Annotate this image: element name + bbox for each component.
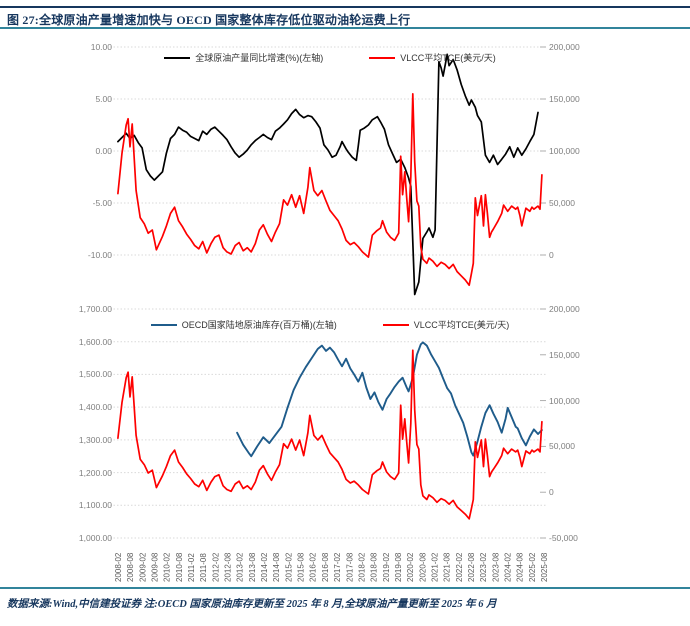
- inventory-line-swatch: [150, 323, 177, 326]
- x-axis-tick-label: 2021-08: [443, 552, 452, 582]
- bottom-chart-legend: OECD国家陆地原油库存(百万桶)(左轴) VLCC平均TCE(美元/天): [110, 318, 550, 331]
- x-axis-tick-label: 2019-08: [394, 552, 403, 582]
- right-axis-tick-label: 150,000: [549, 349, 580, 360]
- x-axis-tick-label: 2023-02: [479, 552, 488, 582]
- right-axis-tick-label: -50,000: [549, 533, 578, 543]
- x-axis-tick-label: 2010-08: [175, 552, 184, 582]
- x-axis-tick-label: 2016-02: [309, 552, 318, 582]
- production-line-swatch: [164, 56, 191, 59]
- left-axis-tick-label: 1,200.00: [78, 467, 112, 478]
- x-axis-tick-label: 2024-08: [516, 552, 525, 582]
- left-axis-tick-label: 1,700.00: [78, 304, 112, 314]
- legend-item-production: 全球原油产量同比增速(%)(左轴): [164, 51, 323, 64]
- series-line: [236, 341, 543, 458]
- right-axis-tick-label: 100,000: [549, 395, 580, 406]
- legend-label: 全球原油产量同比增速(%)(左轴): [195, 53, 324, 63]
- left-axis-tick-label: 1,400.00: [78, 402, 112, 413]
- left-axis-tick-label: -5.00: [92, 198, 112, 208]
- x-axis-tick-label: 2015-08: [297, 552, 306, 582]
- right-axis-tick-label: 150,000: [549, 94, 580, 104]
- right-axis-tick-label: 100,000: [549, 146, 580, 156]
- x-axis-tick-label: 2009-02: [138, 552, 147, 582]
- left-axis-tick-label: 1,600.00: [78, 336, 112, 347]
- right-axis-tick-label: 50,000: [549, 198, 575, 208]
- legend-item-inventory: OECD国家陆地原油库存(百万桶)(左轴): [150, 318, 337, 331]
- x-axis-tick-label: 2022-08: [467, 552, 476, 582]
- right-axis-tick-label: 200,000: [549, 42, 580, 52]
- legend-label: VLCC平均TCE(美元/天): [413, 320, 510, 330]
- x-axis-tick-label: 2009-08: [151, 552, 160, 582]
- x-axis-tick-label: 2017-08: [345, 552, 354, 582]
- legend-item-tce: VLCC平均TCE(美元/天): [382, 318, 510, 331]
- left-axis-tick-label: 10.00: [90, 42, 112, 52]
- right-axis-tick-label: 50,000: [549, 441, 575, 452]
- x-axis-tick-label: 2008-08: [126, 552, 135, 582]
- series-line: [117, 92, 543, 287]
- left-axis-tick-label: 1,500.00: [78, 369, 112, 380]
- legend-label: OECD国家陆地原油库存(百万桶)(左轴): [181, 320, 337, 330]
- x-axis-tick-label: 2015-02: [284, 552, 293, 582]
- legend-item-tce: VLCC平均TCE(美元/天): [369, 51, 496, 64]
- figure-source-note: 数据来源:Wind,中信建投证券 注:OECD 国家原油库存更新至 2025 年…: [7, 599, 497, 610]
- top-border-rule: [0, 6, 690, 8]
- x-axis-tick-label: 2018-08: [370, 552, 379, 582]
- x-axis-tick-label: 2016-08: [321, 552, 330, 582]
- series-line: [117, 53, 539, 296]
- left-axis-tick-label: 1,000.00: [78, 533, 112, 543]
- figure-title: 图 27:全球原油产量增速加快与 OECD 国家整体库存低位驱动油轮运费上行: [7, 13, 411, 27]
- x-axis-tick-label: 2013-02: [236, 552, 245, 582]
- x-axis-tick-label: 2025-08: [540, 552, 549, 582]
- x-axis-tick-label: 2021-02: [431, 552, 440, 582]
- left-axis-tick-label: 5.00: [95, 94, 112, 104]
- left-axis-tick-label: 1,300.00: [78, 434, 112, 445]
- right-axis-tick-label: 200,000: [549, 304, 580, 314]
- right-axis-tick-label: 0: [549, 487, 554, 498]
- x-axis-tick-label: 2011-08: [199, 553, 208, 582]
- top-chart-legend: 全球原油产量同比增速(%)(左轴) VLCC平均TCE(美元/天): [110, 51, 550, 64]
- x-axis-tick-label: 2012-08: [224, 552, 233, 582]
- legend-label: VLCC平均TCE(美元/天): [400, 53, 496, 63]
- x-axis-tick-label: 2011-02: [187, 553, 196, 582]
- x-axis-tick-label: 2012-02: [211, 552, 220, 582]
- x-axis-tick-label: 2023-08: [491, 552, 500, 582]
- x-axis-tick-label: 2022-02: [455, 552, 464, 582]
- x-axis-tick-label: 2010-02: [163, 552, 172, 582]
- x-axis-tick-label: 2024-02: [504, 552, 513, 582]
- right-axis-tick-label: 0: [549, 250, 554, 260]
- x-axis-tick-label: 2013-08: [248, 552, 257, 582]
- tce-line-swatch: [369, 56, 396, 59]
- x-axis-tick-label: 2014-02: [260, 552, 269, 582]
- x-axis-tick-label: 2008-02: [114, 552, 123, 582]
- x-axis-tick-label: 2018-02: [357, 552, 366, 582]
- footer-rule: [0, 587, 690, 589]
- tce-line-swatch: [382, 323, 409, 326]
- series-line: [117, 349, 543, 520]
- x-axis-tick-label: 2019-02: [382, 552, 391, 582]
- x-axis-tick-label: 2017-02: [333, 552, 342, 582]
- title-underline-rule: [0, 27, 690, 29]
- x-axis-tick-label: 2014-08: [272, 552, 281, 582]
- x-axis-tick-label: 2020-02: [406, 552, 415, 582]
- left-axis-tick-label: 0.00: [95, 146, 112, 156]
- x-axis-tick-label: 2020-08: [418, 552, 427, 582]
- left-axis-tick-label: -10.00: [87, 250, 112, 260]
- x-axis-tick-label: 2025-02: [528, 552, 537, 582]
- left-axis-tick-label: 1,100.00: [78, 500, 112, 511]
